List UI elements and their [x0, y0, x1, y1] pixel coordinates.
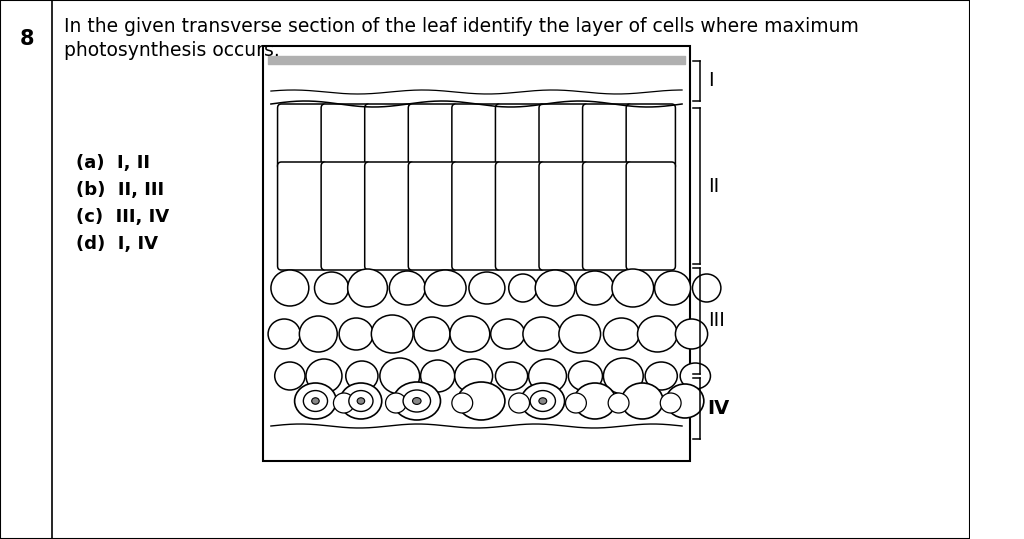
Ellipse shape [528, 359, 566, 393]
Ellipse shape [565, 393, 587, 413]
Ellipse shape [645, 362, 677, 390]
FancyBboxPatch shape [626, 104, 676, 170]
Ellipse shape [638, 316, 677, 352]
Ellipse shape [660, 393, 681, 413]
Text: II: II [708, 176, 719, 196]
FancyBboxPatch shape [409, 162, 458, 270]
Ellipse shape [509, 393, 529, 413]
Ellipse shape [380, 358, 420, 394]
Ellipse shape [386, 393, 407, 413]
Ellipse shape [603, 318, 639, 350]
Ellipse shape [348, 269, 387, 307]
Ellipse shape [303, 391, 328, 411]
FancyBboxPatch shape [278, 162, 327, 270]
Ellipse shape [393, 382, 440, 420]
FancyBboxPatch shape [452, 104, 501, 170]
Ellipse shape [496, 362, 527, 390]
FancyBboxPatch shape [539, 104, 588, 170]
Text: (a)  I, II: (a) I, II [76, 154, 150, 172]
Text: (d)  I, IV: (d) I, IV [76, 235, 158, 253]
Ellipse shape [413, 398, 421, 404]
Ellipse shape [523, 317, 561, 351]
FancyBboxPatch shape [322, 162, 371, 270]
Ellipse shape [680, 363, 711, 389]
FancyBboxPatch shape [583, 104, 632, 170]
Ellipse shape [455, 359, 493, 393]
Ellipse shape [271, 270, 309, 306]
Text: photosynthesis occurs.: photosynthesis occurs. [65, 41, 281, 60]
Ellipse shape [311, 398, 319, 404]
Ellipse shape [654, 271, 690, 305]
Ellipse shape [299, 316, 337, 352]
Ellipse shape [346, 361, 378, 391]
FancyBboxPatch shape [539, 162, 588, 270]
Text: IV: IV [708, 399, 730, 418]
Ellipse shape [414, 317, 450, 351]
Ellipse shape [676, 319, 708, 349]
Ellipse shape [340, 383, 382, 419]
Bar [263, 46, 689, 461]
Ellipse shape [314, 272, 348, 304]
Ellipse shape [575, 271, 613, 305]
Ellipse shape [357, 398, 365, 404]
Text: I: I [708, 72, 714, 91]
Ellipse shape [521, 383, 564, 419]
Text: III: III [708, 312, 725, 330]
Ellipse shape [450, 316, 489, 352]
Ellipse shape [622, 383, 664, 419]
Ellipse shape [349, 391, 373, 411]
Text: In the given transverse section of the leaf identify the layer of cells where ma: In the given transverse section of the l… [65, 17, 859, 36]
FancyBboxPatch shape [365, 104, 414, 170]
Ellipse shape [574, 383, 615, 419]
Ellipse shape [608, 393, 629, 413]
Ellipse shape [490, 319, 524, 349]
Ellipse shape [389, 271, 425, 305]
Ellipse shape [536, 270, 575, 306]
FancyBboxPatch shape [496, 162, 545, 270]
Ellipse shape [458, 382, 505, 420]
Text: (c)  III, IV: (c) III, IV [76, 208, 169, 226]
Ellipse shape [295, 383, 336, 419]
Ellipse shape [539, 398, 547, 404]
Ellipse shape [334, 393, 354, 413]
Ellipse shape [559, 315, 601, 353]
FancyBboxPatch shape [496, 104, 545, 170]
FancyBboxPatch shape [278, 104, 327, 170]
Text: 8: 8 [19, 29, 34, 49]
Ellipse shape [509, 274, 538, 302]
FancyBboxPatch shape [626, 162, 676, 270]
FancyBboxPatch shape [365, 162, 414, 270]
Ellipse shape [603, 358, 643, 394]
FancyBboxPatch shape [452, 162, 501, 270]
FancyBboxPatch shape [583, 162, 632, 270]
Ellipse shape [469, 272, 505, 304]
FancyBboxPatch shape [322, 104, 371, 170]
Ellipse shape [568, 361, 602, 391]
Ellipse shape [530, 391, 555, 411]
Ellipse shape [403, 390, 430, 412]
Ellipse shape [421, 360, 455, 392]
Ellipse shape [274, 362, 305, 390]
Ellipse shape [692, 274, 721, 302]
Ellipse shape [424, 270, 466, 306]
Ellipse shape [372, 315, 413, 353]
Ellipse shape [666, 384, 703, 418]
FancyBboxPatch shape [409, 104, 458, 170]
Ellipse shape [452, 393, 473, 413]
Text: (b)  II, III: (b) II, III [76, 181, 164, 199]
Ellipse shape [268, 319, 300, 349]
Ellipse shape [339, 318, 373, 350]
Ellipse shape [306, 359, 342, 393]
Ellipse shape [612, 269, 653, 307]
